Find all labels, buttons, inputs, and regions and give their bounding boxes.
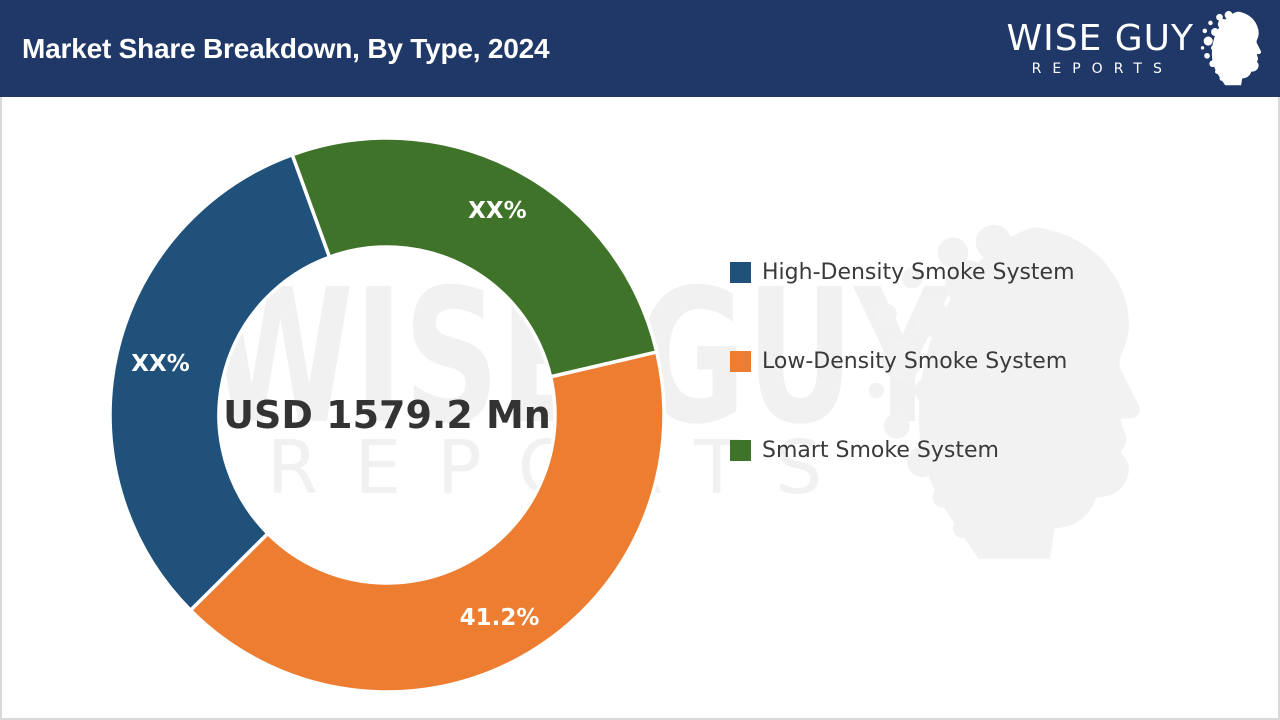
slice-value-label: XX% (468, 197, 527, 224)
brand-subname: REPORTS (1031, 61, 1173, 77)
chart-area: WISE GUY REPORTS XX%41.2%XX% USD 1579.2 … (0, 97, 1280, 720)
header-bar: Market Share Breakdown, By Type, 2024 WI… (0, 0, 1280, 97)
donut-slice-0 (108, 152, 332, 613)
donut-chart-svg (108, 136, 666, 694)
legend-label: Low-Density Smoke System (762, 348, 1068, 374)
page-title: Market Share Breakdown, By Type, 2024 (22, 32, 550, 64)
slice-value-label: 41.2% (459, 604, 540, 631)
legend-label: Smart Smoke System (762, 437, 999, 463)
legend-swatch (730, 439, 751, 461)
brand-logo: WISE GUY REPORTS (1007, 9, 1267, 89)
center-value-label: USD 1579.2 Mn (223, 393, 551, 437)
brand-name: WISE GUY (1006, 18, 1194, 59)
donut-slice-2 (290, 136, 659, 379)
legend-label: High-Density Smoke System (762, 259, 1075, 285)
slice-value-label: XX% (131, 351, 190, 378)
legend-item: Low-Density Smoke System (730, 348, 1075, 374)
legend-swatch (730, 350, 751, 372)
legend-item: Smart Smoke System (730, 437, 1075, 463)
donut-slice-1 (188, 350, 666, 694)
chart-legend: High-Density Smoke System Low-Density Smo… (730, 259, 1075, 526)
brand-face-icon (1200, 10, 1262, 85)
legend-swatch (730, 261, 751, 283)
legend-item: High-Density Smoke System (730, 259, 1075, 285)
donut-chart: XX% 41.2% XX% (87, 115, 687, 715)
